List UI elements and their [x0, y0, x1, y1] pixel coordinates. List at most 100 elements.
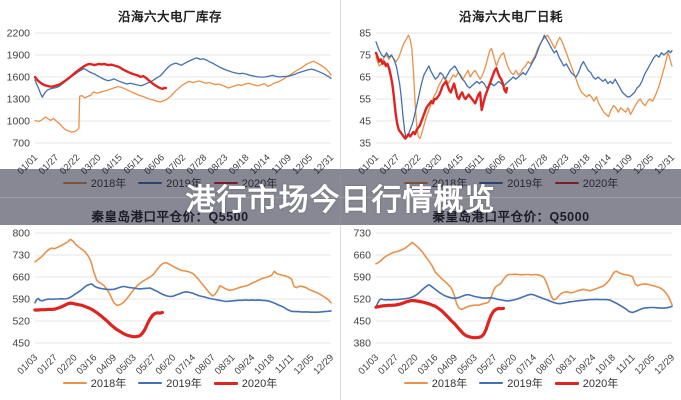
series-line-2020年 — [33, 62, 168, 91]
x-tick-label: 09/24 — [233, 352, 258, 377]
legend-item: 2018年 — [62, 375, 127, 391]
y-tick-label: 380 — [353, 338, 371, 350]
chart-title-daily-consumption: 沿海六大电厂日耗 — [458, 10, 563, 24]
y-tick-label: 660 — [353, 250, 371, 262]
x-tick-label: 11/11 — [273, 352, 297, 376]
chart-svg: 35455565758501/0101/2702/2203/2004/1505/… — [357, 28, 678, 177]
y-tick-label: 1000 — [7, 116, 31, 128]
x-tick-label: 04/09 — [94, 352, 119, 377]
legend-item: 2020年 — [213, 375, 278, 391]
x-tick-label: 05/03 — [114, 352, 139, 377]
series-line-2018年 — [375, 241, 673, 311]
series-line-2019年 — [34, 283, 332, 313]
y-tick-label: 590 — [353, 272, 371, 284]
banner-overlay-vertical-line — [340, 169, 341, 225]
series-line-2018年 — [34, 238, 332, 307]
x-tick-label: 03/16 — [416, 352, 441, 377]
x-tick-label: 08/07 — [534, 352, 559, 377]
chart-svg: 450 520 590 660 730 800 01/0301/2702/2003/1604… — [12, 228, 337, 377]
legend-label: 2019年 — [507, 378, 543, 390]
chart-legend-q5500: 2018年 2019年 2020年 — [1, 375, 339, 391]
y-tick-label: 520 — [12, 316, 30, 328]
series-line-2020年 — [374, 51, 509, 140]
series-line-2019年 — [34, 57, 332, 98]
x-tick-label: 08/07 — [193, 352, 218, 377]
y-tick-label: 450 — [353, 316, 371, 328]
legend-label: 2020年 — [582, 378, 619, 390]
y-tick-label: 1600 — [7, 72, 31, 84]
x-tick-label: 08/31 — [554, 352, 579, 377]
legend-item: 2018年 — [403, 375, 468, 391]
x-tick-label: 06/20 — [154, 352, 179, 377]
x-tick-label: 01/27 — [376, 352, 401, 377]
x-tick-label: 01/03 — [357, 352, 382, 377]
series-line-2019年 — [375, 284, 673, 314]
y-tick-label: 730 — [12, 250, 30, 262]
series-line-2018年 — [34, 60, 332, 133]
x-tick-label: 11/11 — [614, 352, 638, 376]
x-tick-label: 12/05 — [292, 352, 317, 377]
x-tick-label: 12/29 — [653, 352, 678, 377]
x-tick-label: 03/16 — [75, 352, 100, 377]
x-tick-label: 12/05 — [633, 352, 658, 377]
series-line-2019年 — [375, 34, 673, 140]
x-tick-label: 07/14 — [514, 352, 539, 377]
x-tick-label: 01/03 — [16, 352, 41, 377]
x-tick-label: 09/24 — [574, 352, 599, 377]
legend-item: 2020年 — [554, 375, 619, 391]
x-tick-label: 08/31 — [213, 352, 238, 377]
y-tick-label: 520 — [353, 294, 371, 306]
y-tick-label: 75 — [359, 50, 371, 62]
y-tick-label: 730 — [353, 228, 371, 240]
series-line-2020年 — [374, 298, 505, 340]
panel-coastal-plant-inventory: 沿海六大电厂库存 700 1000 1300 1600 1900 2200 01/01 01/… — [1, 0, 339, 200]
y-tick-label: 450 — [12, 338, 30, 350]
legend-swatch — [403, 382, 428, 384]
chart-legend-q5000: 2018年 2019年 2020年 — [342, 375, 680, 391]
y-tick-label: 45 — [359, 116, 371, 128]
x-tick-label: 02/20 — [55, 352, 80, 377]
x-tick-label: 02/20 — [396, 352, 421, 377]
y-tick-label: 1300 — [7, 94, 31, 106]
banner-overlay: 港行市场今日行情概览 — [0, 169, 681, 225]
x-tick-label: 05/27 — [475, 352, 500, 377]
legend-label: 2019年 — [166, 378, 202, 390]
x-tick-label: 01/27 — [35, 352, 60, 377]
y-tick-label: 800 — [12, 228, 30, 240]
x-tick-label: 12/29 — [312, 352, 337, 377]
chart-canvas-q5000: 380 450 520 590 660 730 01/03 01/27 02/20 03/16 04… — [342, 225, 680, 377]
panel-qhd-price-q5500: 秦皇岛港口平仓价：Q5500 45052059066073080001/0301… — [1, 200, 339, 400]
x-tick-label: 10/18 — [252, 352, 277, 377]
y-tick-label: 2200 — [7, 28, 31, 40]
banner-title: 港行市场今日行情概览 — [185, 184, 496, 217]
legend-swatch — [138, 382, 163, 384]
x-tick-label: 06/20 — [495, 352, 520, 377]
chart-canvas-daily-consumption: 35 45 55 65 75 85 01/01 01/27 02/22 03/20 04/15 05/… — [342, 25, 680, 177]
chart-canvas-q5500: 450 520 590 660 730 800 01/03 01/27 02/20 03/16 04… — [1, 225, 339, 377]
y-tick-label: 590 — [12, 294, 30, 306]
banner-overlay-horizontal-line — [0, 197, 681, 198]
legend-swatch — [213, 381, 238, 385]
chart-svg: 380 450 520 590 660 730 01/0301/2702/2003/1604… — [353, 228, 678, 377]
y-tick-label: 35 — [359, 138, 371, 150]
y-tick-label: 65 — [359, 72, 371, 84]
series-line-2018年 — [375, 34, 673, 140]
legend-label: 2018年 — [90, 378, 127, 390]
y-tick-label: 1900 — [7, 50, 31, 62]
legend-label: 2018年 — [431, 378, 468, 390]
panel-qhd-price-q5000: 秦皇岛港口平仓价：Q5000 38045052059066073001/0301… — [342, 200, 680, 400]
y-tick-label: 660 — [12, 272, 30, 284]
legend-swatch — [479, 382, 504, 384]
y-tick-label: 700 — [12, 138, 30, 150]
chart-title-inventory: 沿海六大电厂库存 — [117, 10, 222, 24]
legend-swatch — [62, 382, 87, 384]
legend-label: 2020年 — [241, 378, 278, 390]
chart-svg: 7001000130016001900220001/0101/2702/2203… — [7, 28, 336, 177]
x-tick-label: 04/09 — [435, 352, 460, 377]
legend-swatch — [554, 381, 579, 385]
y-tick-label: 85 — [359, 28, 371, 40]
series-line-2020年 — [33, 301, 164, 339]
x-tick-label: 07/14 — [173, 352, 198, 377]
chart-canvas-inventory: 700 1000 1300 1600 1900 2200 01/01 01/27 02/22 03… — [1, 25, 339, 177]
